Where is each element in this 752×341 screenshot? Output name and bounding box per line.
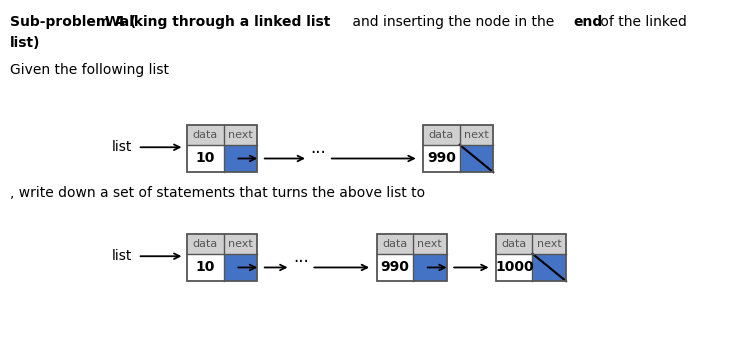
- Bar: [377, 234, 447, 281]
- Bar: [423, 125, 493, 172]
- Bar: [413, 254, 447, 281]
- Text: ...: ...: [311, 139, 326, 157]
- Text: data: data: [193, 239, 218, 249]
- Bar: [187, 145, 223, 172]
- Bar: [223, 254, 257, 281]
- Bar: [187, 125, 223, 145]
- Text: Sub-problem 4 (: Sub-problem 4 (: [10, 15, 136, 29]
- Text: , write down a set of statements that turns the above list to: , write down a set of statements that tu…: [10, 186, 425, 200]
- Bar: [223, 145, 257, 172]
- Text: Given the following list: Given the following list: [10, 63, 168, 77]
- Bar: [187, 234, 257, 281]
- Bar: [459, 125, 493, 145]
- Text: data: data: [502, 239, 527, 249]
- Bar: [459, 145, 493, 172]
- Text: next: next: [417, 239, 442, 249]
- Bar: [423, 125, 493, 172]
- Text: list: list: [111, 249, 132, 263]
- Text: 990: 990: [427, 151, 456, 165]
- Bar: [377, 234, 447, 281]
- Text: 10: 10: [196, 151, 215, 165]
- Bar: [532, 254, 566, 281]
- Bar: [423, 125, 459, 145]
- Bar: [187, 125, 257, 172]
- Text: of the linked: of the linked: [596, 15, 687, 29]
- Text: list): list): [10, 36, 41, 50]
- Bar: [187, 234, 257, 281]
- Bar: [413, 234, 447, 254]
- Bar: [223, 125, 257, 145]
- Text: next: next: [537, 239, 562, 249]
- Text: 10: 10: [196, 261, 215, 275]
- Text: 990: 990: [381, 261, 409, 275]
- Bar: [223, 234, 257, 254]
- Bar: [496, 234, 532, 254]
- Bar: [496, 234, 566, 281]
- Bar: [496, 234, 566, 281]
- Bar: [423, 145, 459, 172]
- Text: data: data: [193, 130, 218, 140]
- Text: 1000: 1000: [495, 261, 534, 275]
- Text: data: data: [429, 130, 454, 140]
- Text: data: data: [382, 239, 408, 249]
- Text: and inserting the node in the: and inserting the node in the: [348, 15, 559, 29]
- Bar: [187, 254, 223, 281]
- Bar: [187, 234, 223, 254]
- Text: next: next: [464, 130, 489, 140]
- Text: next: next: [228, 130, 253, 140]
- Text: Walking through a linked list: Walking through a linked list: [105, 15, 331, 29]
- Text: list: list: [111, 140, 132, 154]
- Bar: [377, 254, 413, 281]
- Text: next: next: [228, 239, 253, 249]
- Bar: [377, 234, 413, 254]
- Text: end: end: [573, 15, 602, 29]
- Bar: [496, 254, 532, 281]
- Text: ...: ...: [293, 248, 309, 266]
- Bar: [532, 234, 566, 254]
- Bar: [187, 125, 257, 172]
